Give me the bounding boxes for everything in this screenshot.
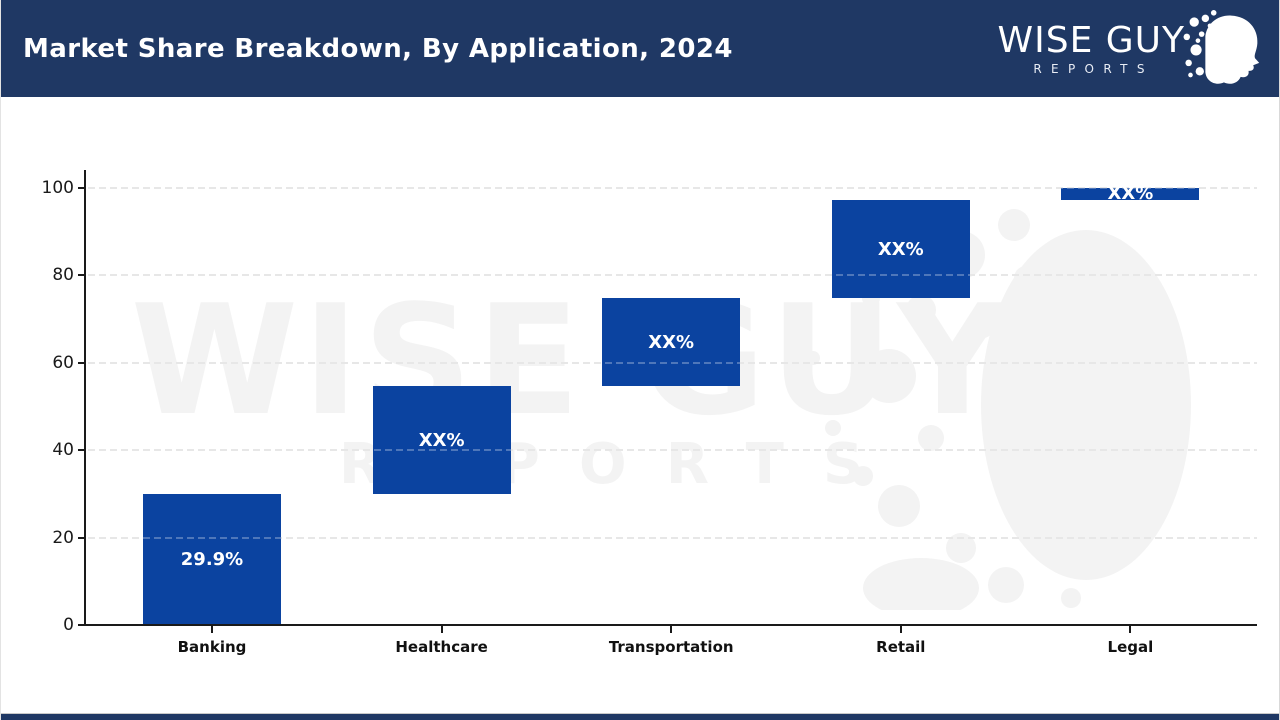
gridline xyxy=(88,449,1257,451)
brand-name: WISE GUY xyxy=(997,20,1185,62)
footer-bar xyxy=(1,713,1279,720)
brand-face-icon xyxy=(1183,10,1260,84)
category-label-retail: Retail xyxy=(876,638,926,656)
x-tick-mark xyxy=(899,624,902,633)
bar-transportation: XX% xyxy=(602,298,741,387)
category-label-healthcare: Healthcare xyxy=(395,638,488,656)
category-label-legal: Legal xyxy=(1107,638,1154,656)
bar-value-label: XX% xyxy=(1107,183,1154,205)
gridline xyxy=(88,536,1257,539)
x-axis-line xyxy=(84,624,1257,626)
category-label-transportation: Transportation xyxy=(608,638,734,656)
brand-text: WISE GUY REPORTS xyxy=(998,22,1186,76)
bar-value-label: XX% xyxy=(877,238,924,260)
x-tick-mark xyxy=(1129,624,1132,633)
bar-value-label: 29.9% xyxy=(180,549,244,571)
gridline xyxy=(88,274,1257,276)
gridline-overlay xyxy=(88,449,1257,451)
y-tick-mark xyxy=(78,536,86,539)
y-tick-label: 60 xyxy=(52,352,74,373)
x-tick-mark xyxy=(211,624,213,633)
gridline-overlay xyxy=(88,186,1257,189)
y-tick-label: 20 xyxy=(52,527,74,548)
y-tick-mark xyxy=(78,624,86,626)
y-tick-mark xyxy=(78,186,86,189)
bar-value-label: XX% xyxy=(648,331,695,353)
bar-value-label: XX% xyxy=(418,429,465,451)
gridline xyxy=(88,186,1257,189)
y-tick-label: 80 xyxy=(52,265,74,285)
y-tick-label: 0 xyxy=(63,615,74,635)
brand-logo: WISE GUY REPORTS xyxy=(998,8,1266,90)
y-tick-mark xyxy=(78,449,86,451)
y-tick-mark xyxy=(78,274,86,276)
watermark-text: WISE GUY xyxy=(130,272,1012,449)
bar-retail: XX% xyxy=(831,200,970,299)
bar-legal: XX% xyxy=(1061,183,1200,204)
page-title: Market Share Breakdown, By Application, … xyxy=(23,33,733,64)
x-tick-mark xyxy=(440,624,443,633)
header-bar: Market Share Breakdown, By Application, … xyxy=(1,0,1279,97)
bar-banking: 29.9% xyxy=(143,494,281,625)
category-label-banking: Banking xyxy=(177,638,247,656)
bar-healthcare: XX% xyxy=(372,386,511,495)
y-tick-label: 100 xyxy=(41,177,74,198)
x-tick-mark xyxy=(670,624,673,633)
gridline-overlay xyxy=(88,536,1257,539)
brand-subtitle: REPORTS xyxy=(1033,61,1154,76)
gridline-overlay xyxy=(88,361,1257,364)
y-axis-line xyxy=(84,170,86,626)
y-tick-mark xyxy=(78,361,86,364)
y-tick-label: 40 xyxy=(52,440,74,460)
gridline-overlay xyxy=(88,274,1257,276)
